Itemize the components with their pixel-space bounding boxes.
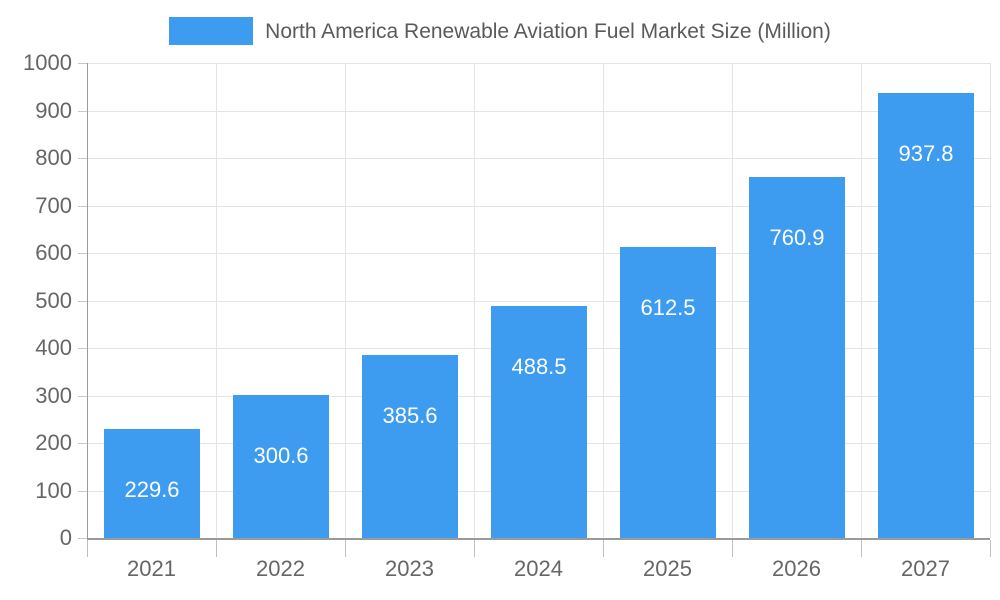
y-axis-tick-label: 600: [35, 240, 72, 265]
x-axis-tick-mark: [990, 540, 991, 557]
y-axis-tick-mark: [78, 205, 87, 207]
x-axis-tick-label: 2023: [385, 556, 434, 581]
y-axis-tick-mark: [78, 443, 87, 444]
x-axis-tick-label: 2025: [643, 556, 692, 581]
bar[interactable]: 937.8: [878, 93, 974, 538]
y-axis-tick-mark: [78, 300, 87, 302]
y-axis-tick-label: 800: [35, 145, 72, 170]
bar-value-label: 760.9: [769, 225, 825, 250]
y-axis-tick-mark: [78, 63, 87, 64]
gridline-vertical: [474, 63, 475, 538]
y-axis-tick-mark: [78, 538, 87, 539]
bar-value-label: 229.6: [124, 477, 180, 502]
bar[interactable]: 229.6: [104, 429, 200, 538]
y-axis-tick-mark: [78, 395, 87, 397]
x-axis-tick-mark: [861, 540, 862, 557]
gridline-vertical: [990, 63, 991, 538]
y-axis-line: [87, 63, 88, 539]
chart-legend: North America Renewable Aviation Fuel Ma…: [0, 14, 1000, 48]
x-axis-tick-mark: [345, 540, 346, 557]
x-axis-tick-label: 2022: [256, 556, 305, 581]
gridline-horizontal: [87, 300, 990, 302]
x-axis-tick-label: 2027: [901, 556, 950, 581]
y-axis-tick-mark: [78, 158, 87, 159]
bar[interactable]: 300.6: [233, 395, 329, 538]
bar-value-label: 612.5: [640, 295, 696, 320]
x-axis-tick-mark: [474, 540, 475, 557]
y-axis-tick-label: 700: [35, 192, 72, 218]
x-axis-tick-label: 2024: [514, 556, 563, 581]
legend-label: North America Renewable Aviation Fuel Ma…: [265, 19, 831, 43]
y-axis-tick-label: 400: [35, 335, 72, 360]
bar-value-label: 385.6: [382, 403, 438, 428]
y-axis-tick-mark: [78, 348, 87, 349]
x-axis-line: [87, 538, 990, 540]
y-axis-tick-mark: [78, 110, 87, 112]
x-axis-tick-mark: [732, 540, 733, 557]
bar[interactable]: 612.5: [620, 247, 716, 538]
y-axis-tick-label: 100: [35, 477, 72, 503]
gridline-vertical: [345, 63, 346, 538]
plot-area: 229.6 300.6 385.6 488.5 612.5 760.9 937.8: [87, 63, 991, 538]
bar[interactable]: 760.9: [749, 177, 845, 538]
gridline-vertical: [861, 63, 862, 538]
x-axis-tick-label: 2021: [127, 556, 176, 581]
gridline-vertical: [216, 63, 217, 538]
gridline-horizontal: [87, 158, 990, 159]
bar[interactable]: 385.6: [362, 355, 458, 538]
bar[interactable]: 488.5: [491, 306, 587, 538]
gridline-horizontal: [87, 253, 990, 254]
y-axis-tick-label: 500: [35, 287, 72, 313]
gridline-horizontal: [87, 110, 990, 112]
gridline-horizontal: [87, 63, 990, 64]
y-axis-tick-label: 0: [59, 525, 72, 550]
bar-value-label: 488.5: [511, 354, 567, 379]
y-axis-tick-label: 300: [35, 382, 72, 408]
legend-color-swatch[interactable]: [169, 17, 254, 45]
x-axis-tick-mark: [603, 540, 604, 557]
y-axis-tick-mark: [78, 253, 87, 254]
y-axis-tick-label: 900: [35, 97, 72, 123]
bar-value-label: 300.6: [253, 443, 309, 468]
gridline-vertical: [732, 63, 733, 538]
x-axis-tick-mark: [216, 540, 217, 557]
gridline-vertical: [603, 63, 604, 538]
x-axis-tick-mark: [87, 540, 88, 557]
bar-value-label: 937.8: [898, 141, 954, 166]
y-axis-tick-mark: [78, 490, 87, 492]
y-axis-tick-label: 200: [35, 430, 72, 455]
y-axis-tick-label: 1000: [23, 50, 72, 75]
gridline-horizontal: [87, 205, 990, 207]
x-axis-tick-label: 2026: [772, 556, 821, 581]
